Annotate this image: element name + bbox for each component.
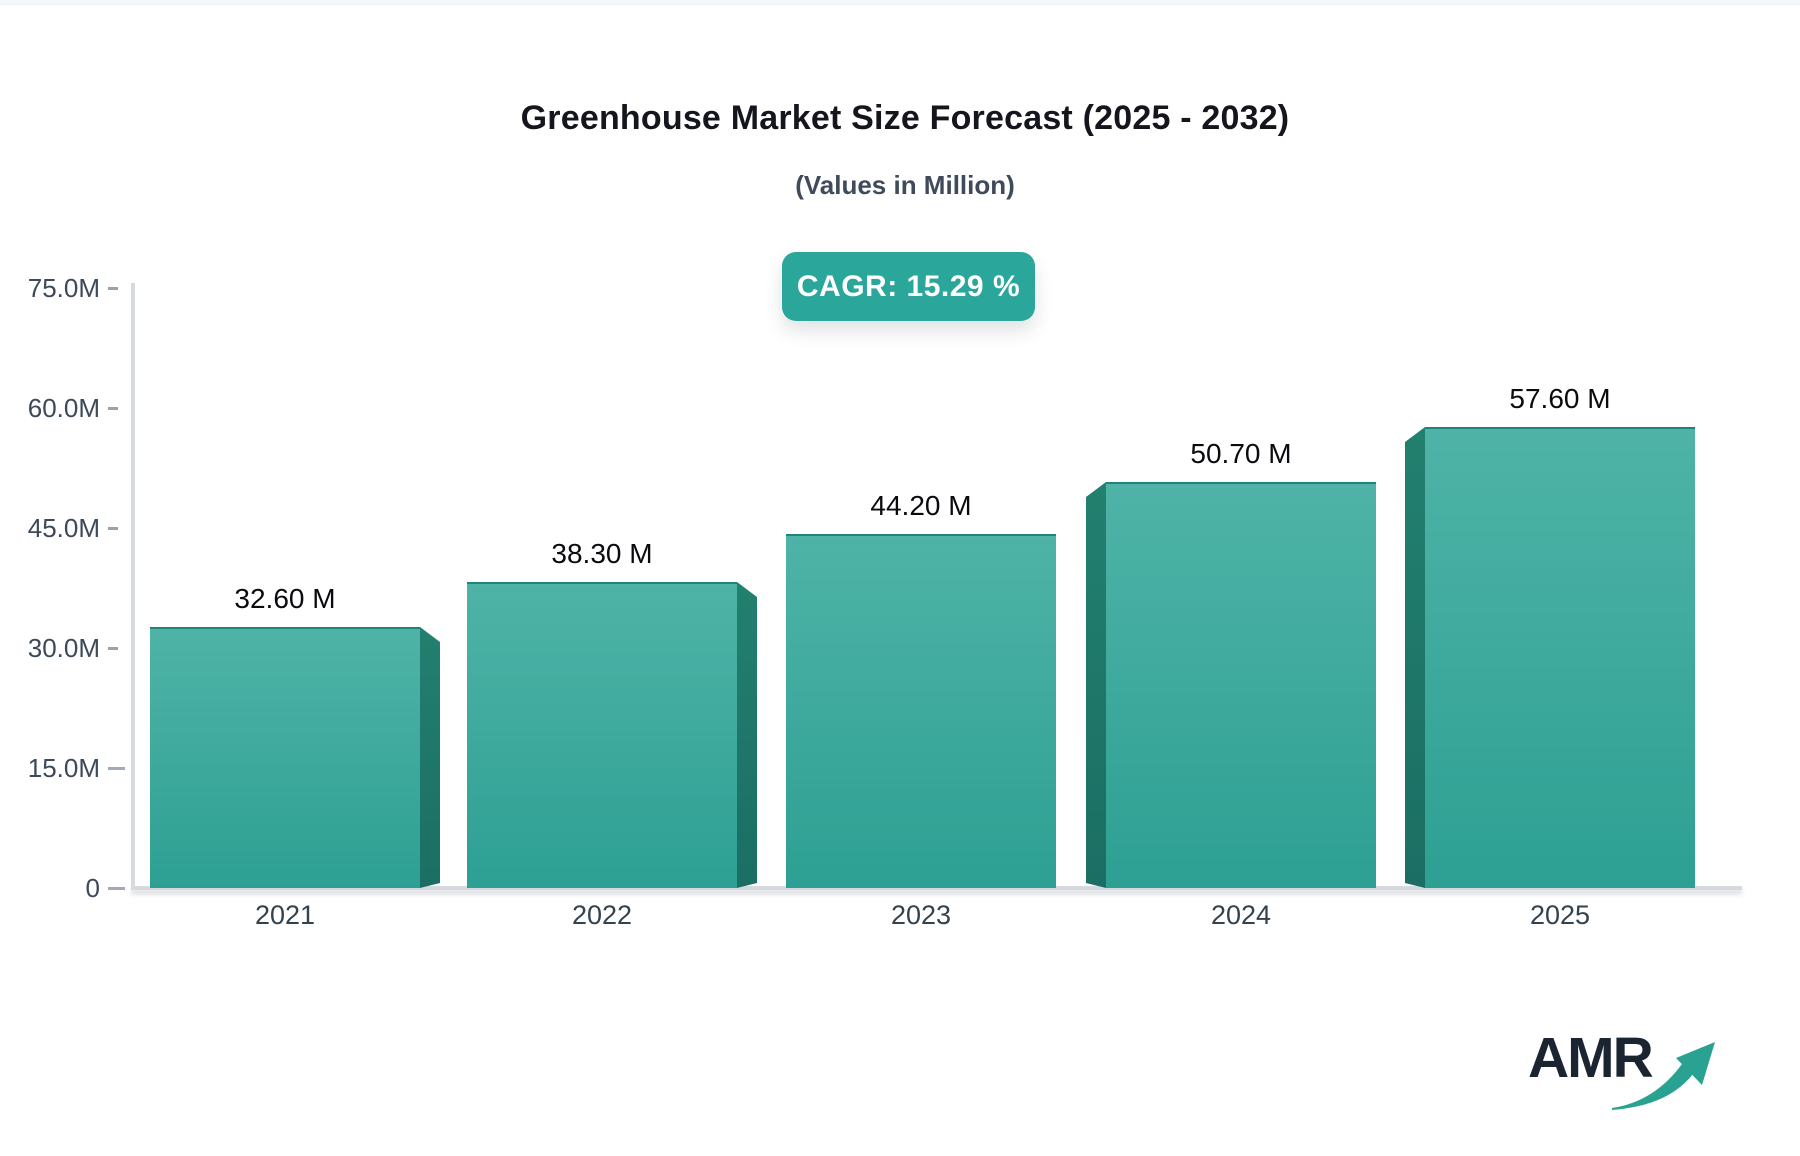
chart-subtitle: (Values in Million) bbox=[795, 170, 1015, 200]
bar bbox=[467, 582, 737, 888]
bar-value-label: 50.70 M bbox=[1190, 438, 1292, 469]
x-axis-label: 2022 bbox=[571, 900, 633, 930]
bar-value-label: 38.30 M bbox=[551, 538, 653, 569]
y-tick: 30.0M bbox=[0, 633, 130, 663]
bar-3d-side bbox=[737, 582, 757, 888]
amr-logo-text: AMR bbox=[1528, 1026, 1654, 1090]
tick-mark bbox=[108, 887, 125, 890]
x-axis-label: 2023 bbox=[890, 900, 952, 930]
cagr-badge: CAGR: 15.29 % bbox=[782, 252, 1035, 321]
amr-logo: AMR bbox=[1528, 1028, 1728, 1123]
y-tick: 60.0M bbox=[0, 393, 130, 423]
tick-mark bbox=[108, 287, 118, 290]
growth-arrow-icon bbox=[1612, 1042, 1715, 1110]
tick-mark bbox=[108, 767, 125, 770]
bar bbox=[150, 627, 420, 888]
y-tick-label: 75.0M bbox=[27, 273, 100, 303]
bar-value-label: 32.60 M bbox=[234, 583, 336, 614]
x-axis-label: 2021 bbox=[254, 900, 316, 930]
y-tick: 75.0M bbox=[0, 273, 130, 303]
bar bbox=[1425, 427, 1695, 888]
y-tick-label: 15.0M bbox=[27, 753, 100, 783]
x-axis-line bbox=[131, 886, 1742, 890]
y-axis-line bbox=[131, 283, 135, 890]
bar-3d-side bbox=[1086, 482, 1106, 888]
bar-value-label: 57.60 M bbox=[1509, 383, 1611, 414]
bar-value-label: 44.20 M bbox=[870, 490, 972, 521]
bar-3d-side bbox=[1405, 427, 1425, 888]
bar bbox=[1106, 482, 1376, 888]
top-divider bbox=[0, 0, 1800, 5]
y-tick-label: 45.0M bbox=[27, 513, 100, 543]
bar-3d-side bbox=[420, 627, 440, 888]
bar bbox=[786, 534, 1056, 888]
page-title: Greenhouse Market Size Forecast (2025 - … bbox=[520, 99, 1290, 137]
x-axis-label: 2024 bbox=[1210, 900, 1272, 930]
y-tick-label: 30.0M bbox=[27, 633, 100, 663]
tick-mark bbox=[108, 527, 118, 530]
x-axis-label: 2025 bbox=[1529, 900, 1591, 930]
tick-mark bbox=[108, 407, 118, 410]
tick-mark bbox=[108, 647, 118, 650]
y-tick: 0 bbox=[0, 873, 130, 903]
y-tick-label: 60.0M bbox=[27, 393, 100, 423]
y-tick: 45.0M bbox=[0, 513, 130, 543]
y-tick: 15.0M bbox=[0, 753, 130, 783]
y-tick-label: 0 bbox=[85, 873, 100, 903]
